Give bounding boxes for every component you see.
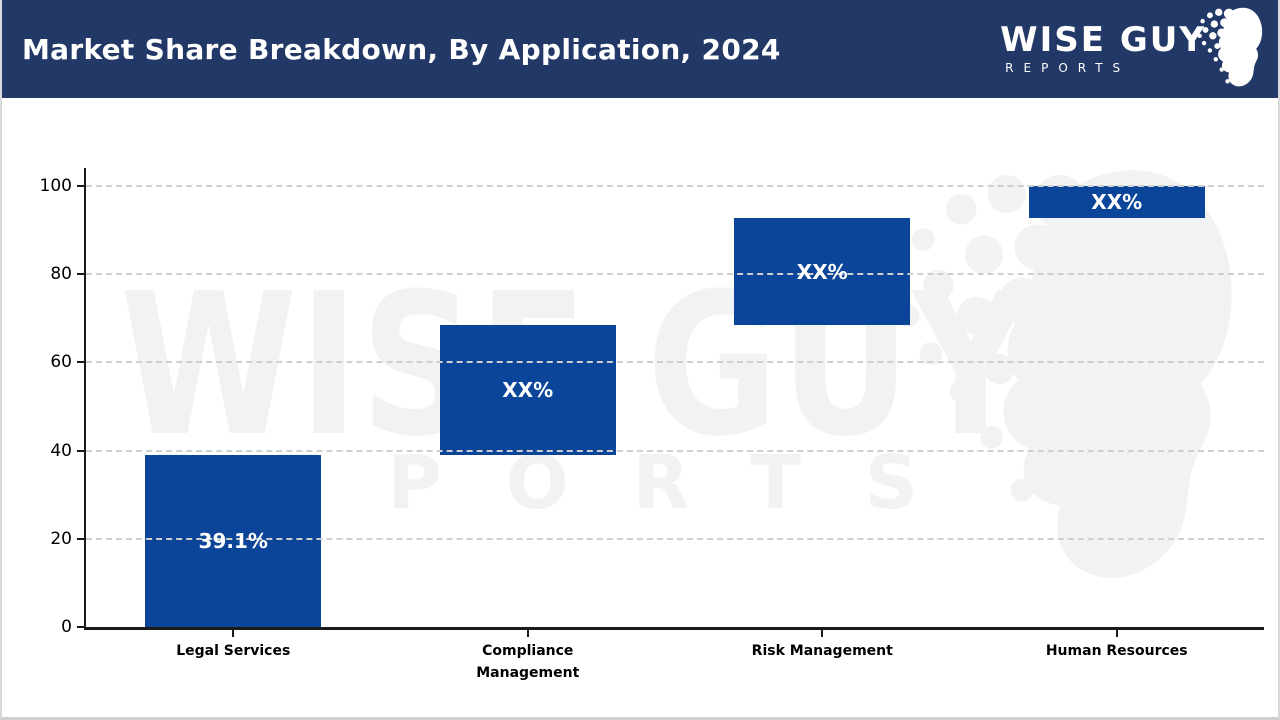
bar-value-label: XX%	[796, 259, 848, 284]
chart-area: WISE GUY REPORTS 0 20 40 60 80 100 39.1% Legal …	[2, 98, 1278, 717]
y-tick-mark	[77, 273, 86, 276]
y-tick-mark	[77, 537, 86, 540]
grid-line	[86, 185, 1264, 187]
y-tick-label: 100	[39, 176, 72, 196]
logo-subtitle: REPORTS	[1005, 61, 1131, 75]
logo-wordmark: WISE GUY	[1000, 20, 1206, 60]
y-tick-mark	[77, 361, 86, 364]
y-tick-mark	[77, 185, 86, 187]
x-tick-mark	[526, 629, 529, 637]
y-tick-label: 80	[50, 264, 72, 285]
x-category-label: Compliance Management	[476, 643, 580, 681]
logo-text: WISE GUY REPORTS	[1000, 23, 1206, 75]
x-category-label: Risk Management	[751, 643, 893, 659]
page-title: Market Share Breakdown, By Application, …	[22, 32, 781, 66]
watermark-head-icon	[896, 170, 1232, 578]
x-category-label: Human Resources	[1045, 643, 1188, 659]
grid-line	[86, 273, 1264, 276]
y-tick-mark	[77, 449, 86, 452]
y-tick-mark	[77, 626, 86, 628]
wiseguy-logo: WISE GUY REPORTS	[1000, 5, 1266, 93]
x-category-label: Legal Services	[176, 643, 291, 659]
x-tick-mark	[821, 629, 824, 637]
header-bar: Market Share Breakdown, By Application, …	[2, 0, 1278, 98]
y-tick-label: 40	[50, 440, 72, 461]
x-axis-line	[84, 627, 1264, 630]
bar-value-label: 39.1%	[198, 528, 268, 553]
y-axis-line	[84, 168, 86, 629]
bar	[145, 454, 322, 627]
bar	[1028, 186, 1205, 218]
x-tick-mark	[232, 629, 235, 637]
grid-line	[86, 361, 1264, 364]
bar	[439, 325, 616, 455]
y-tick-label: 20	[50, 528, 72, 549]
y-tick-label: 60	[50, 352, 72, 373]
bar-value-label: XX%	[1091, 189, 1143, 214]
bar	[734, 217, 911, 326]
bar-value-label: XX%	[502, 377, 554, 402]
x-tick-mark	[1115, 629, 1118, 637]
plot: 0 20 40 60 80 100 39.1% Legal Services XX% Compli…	[2, 98, 1278, 717]
grid-line	[86, 537, 1264, 540]
grid-line	[86, 449, 1264, 452]
y-tick-label: 0	[61, 617, 72, 637]
logo-head-icon	[1197, 7, 1263, 87]
